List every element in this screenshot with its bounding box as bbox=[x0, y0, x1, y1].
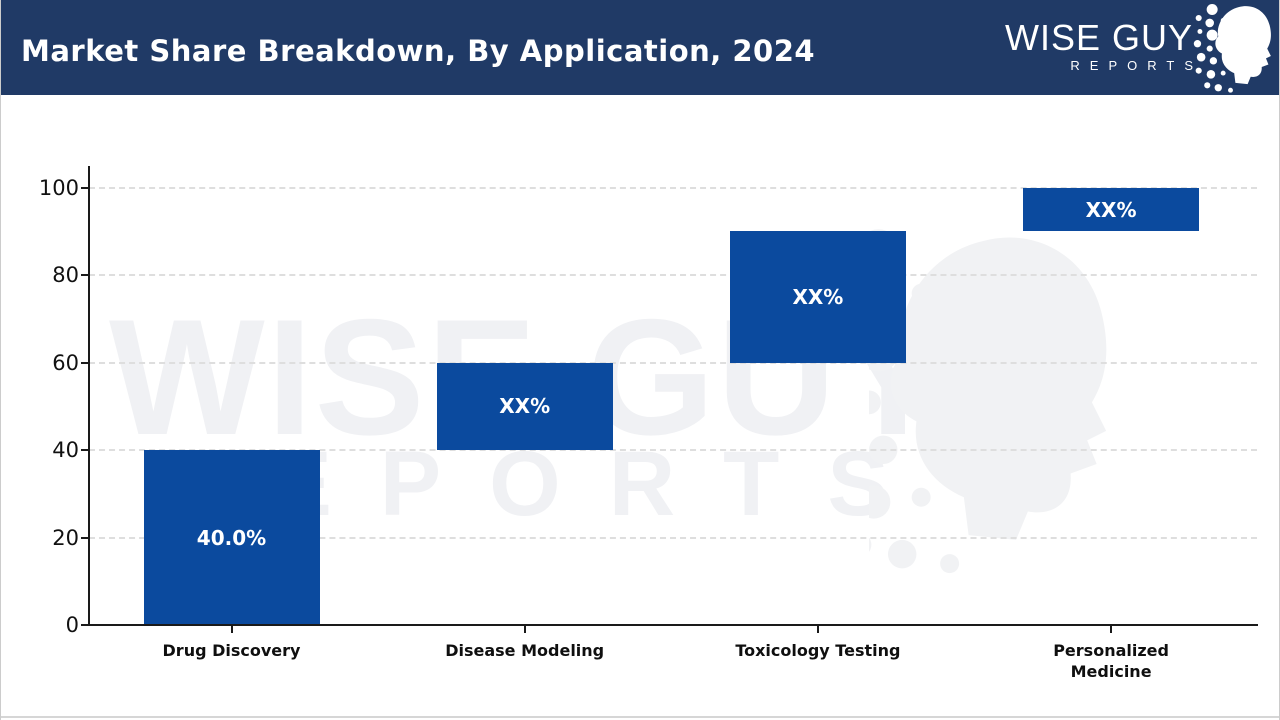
y-tick-label: 40 bbox=[52, 438, 79, 463]
y-tick-mark bbox=[81, 536, 88, 539]
gridline bbox=[89, 186, 1257, 189]
x-axis-category-label: Personalized Medicine bbox=[1053, 641, 1169, 681]
bar-value-label: 40.0% bbox=[196, 525, 267, 550]
x-tick-mark bbox=[816, 626, 819, 633]
gridline bbox=[89, 536, 1257, 539]
y-tick-mark bbox=[81, 274, 88, 277]
y-tick-label: 0 bbox=[65, 613, 79, 637]
gridline bbox=[89, 449, 1257, 452]
brand-logo-text: WISE GUY REPORTS bbox=[1004, 17, 1193, 74]
x-tick-mark bbox=[523, 626, 526, 633]
x-axis-category-label: Drug Discovery bbox=[162, 641, 301, 660]
x-tick-mark bbox=[230, 626, 233, 633]
bar-value-label: XX% bbox=[792, 285, 844, 310]
y-tick-mark bbox=[81, 624, 88, 626]
brand-subname: REPORTS bbox=[1070, 58, 1203, 73]
y-tick-label: 80 bbox=[52, 263, 79, 288]
y-tick-label: 100 bbox=[38, 175, 79, 200]
y-tick-mark bbox=[81, 449, 88, 452]
header-bar: Market Share Breakdown, By Application, … bbox=[1, 0, 1279, 95]
bar-value-label: XX% bbox=[499, 394, 551, 419]
bar: XX% bbox=[729, 231, 906, 363]
bar: XX% bbox=[1023, 187, 1200, 232]
page-title: Market Share Breakdown, By Application, … bbox=[21, 34, 816, 68]
brand-logo: WISE GUY REPORTS bbox=[1005, 0, 1271, 95]
dotted-head-profile-icon bbox=[1193, 3, 1271, 93]
x-axis bbox=[88, 624, 1258, 626]
bottom-border bbox=[1, 716, 1279, 718]
x-tick-mark bbox=[1110, 626, 1113, 633]
bar-value-label: XX% bbox=[1085, 197, 1137, 222]
y-tick-mark bbox=[81, 361, 88, 364]
bar: XX% bbox=[436, 362, 613, 451]
x-axis-category-label: Toxicology Testing bbox=[735, 641, 901, 660]
y-axis bbox=[88, 166, 90, 626]
y-tick-label: 20 bbox=[52, 525, 79, 550]
y-tick-mark bbox=[81, 186, 88, 189]
y-tick-label: 60 bbox=[52, 350, 79, 375]
gridline bbox=[89, 361, 1257, 364]
gridline bbox=[89, 274, 1257, 277]
x-axis-category-label: Disease Modeling bbox=[445, 641, 605, 660]
brand-name: WISE GUY bbox=[1004, 17, 1193, 58]
bar: 40.0% bbox=[143, 450, 320, 625]
